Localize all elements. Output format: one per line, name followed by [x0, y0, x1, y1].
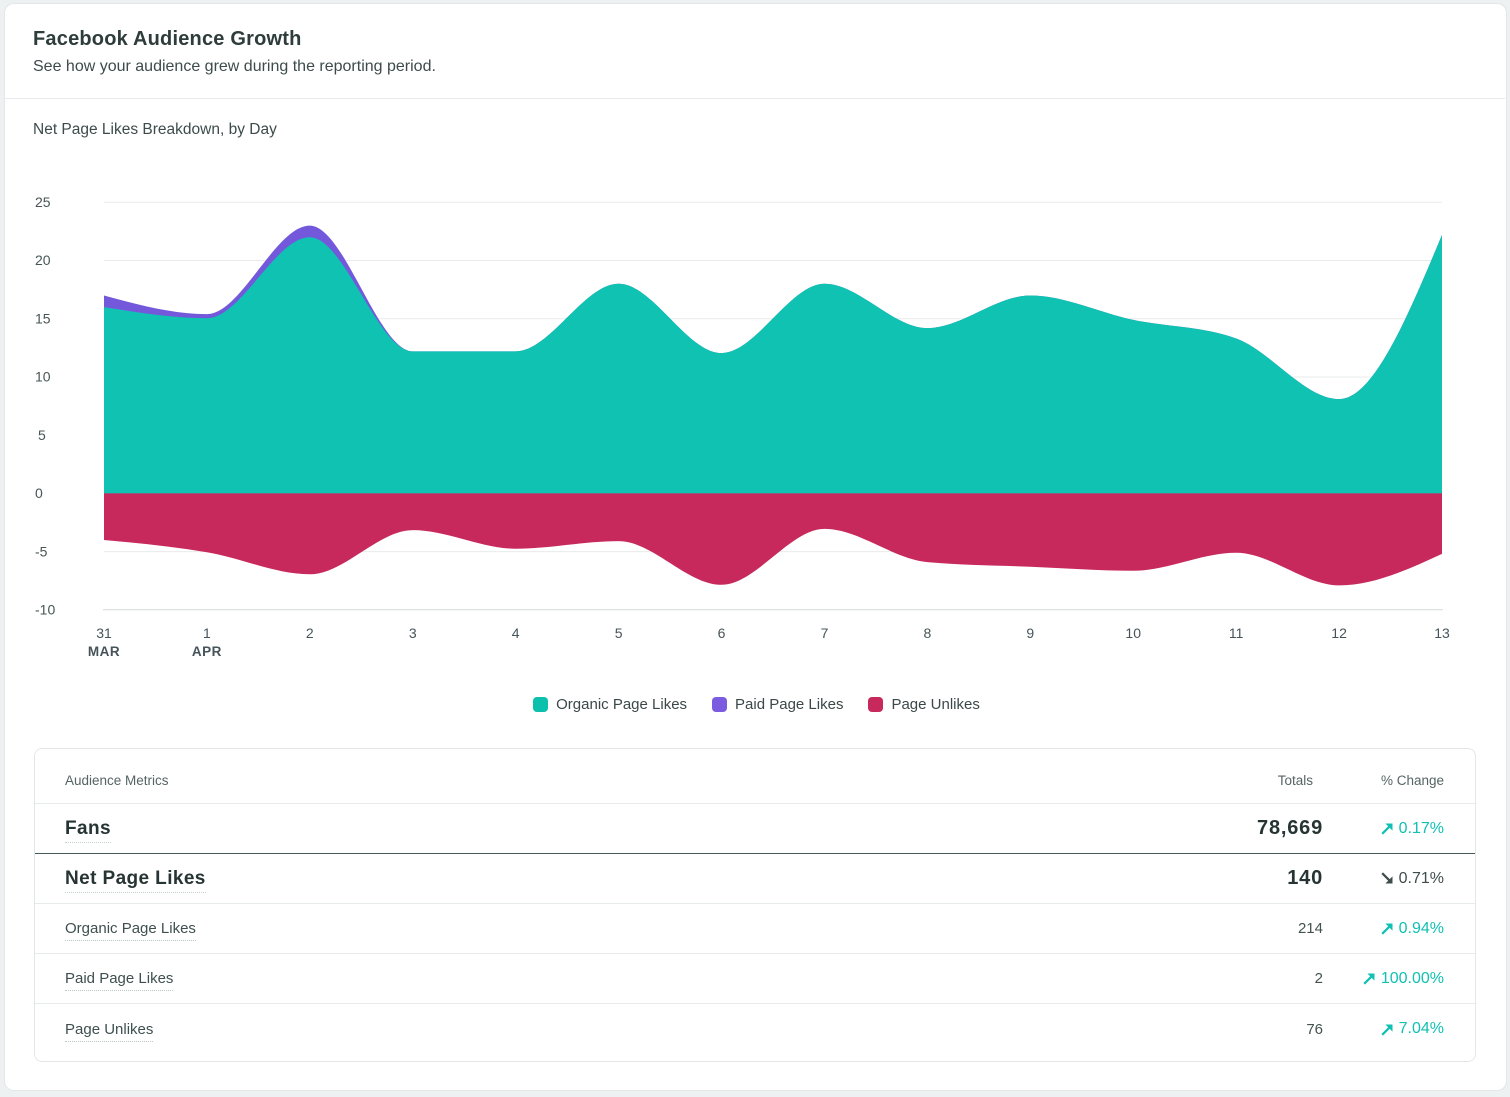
svg-text:1: 1: [203, 625, 211, 641]
svg-text:13: 13: [1434, 625, 1450, 641]
svg-text:2: 2: [306, 625, 314, 641]
svg-text:3: 3: [409, 625, 417, 641]
svg-text:5: 5: [615, 625, 623, 641]
svg-text:25: 25: [35, 194, 51, 210]
svg-text:31: 31: [96, 625, 112, 641]
svg-text:12: 12: [1331, 625, 1347, 641]
svg-text:0: 0: [35, 485, 43, 501]
svg-text:15: 15: [35, 311, 51, 327]
svg-text:10: 10: [1125, 625, 1141, 641]
svg-text:9: 9: [1026, 625, 1034, 641]
svg-text:-5: -5: [35, 543, 48, 559]
svg-text:20: 20: [35, 252, 51, 268]
svg-text:MAR: MAR: [88, 644, 120, 659]
svg-text:5: 5: [38, 427, 46, 443]
svg-text:-10: -10: [35, 602, 55, 618]
svg-text:11: 11: [1229, 625, 1244, 641]
svg-text:APR: APR: [192, 644, 222, 659]
svg-text:10: 10: [35, 369, 51, 385]
svg-text:4: 4: [512, 625, 520, 641]
svg-text:7: 7: [821, 625, 829, 641]
svg-text:6: 6: [718, 625, 726, 641]
svg-text:8: 8: [924, 625, 932, 641]
